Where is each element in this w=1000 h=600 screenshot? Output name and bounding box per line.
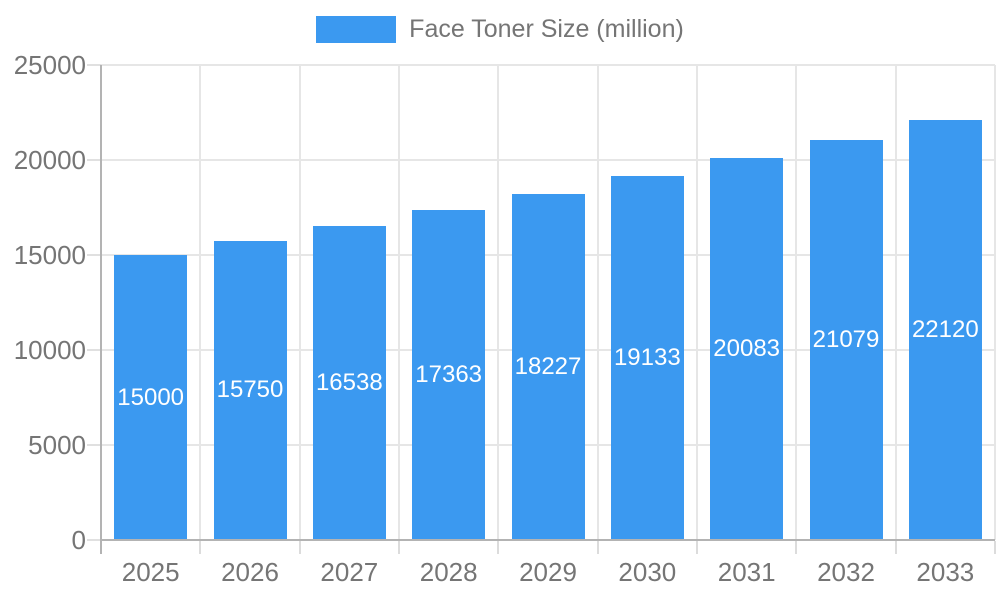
bar-value-label: 15000 [117,383,185,411]
gridline-vertical [497,65,500,540]
x-axis-category-label: 2025 [121,557,180,587]
gridline-vertical [795,65,798,540]
bar-value-label: 15750 [216,376,284,404]
y-axis-tick-label: 0 [71,525,86,555]
bar: 15000 [114,255,188,540]
gridline-vertical [398,65,400,540]
x-axis-tick [696,541,698,554]
y-axis-tick-label: 5000 [28,430,86,460]
x-axis-tick [398,541,400,554]
y-axis-tick [87,539,101,541]
x-axis-tick [894,541,897,554]
bar: 19133 [610,176,684,540]
bar-value-label: 16538 [315,368,383,396]
y-axis-tick [87,159,101,161]
y-axis-tick-label: 25000 [13,50,86,80]
gridline-vertical [994,65,996,540]
bar: 16538 [312,225,386,540]
y-axis-tick-label: 20000 [13,145,86,175]
x-axis-category-label: 2029 [519,557,577,587]
bar-value-label: 20083 [713,335,781,363]
bar-value-label: 21079 [812,325,880,353]
y-axis-tick [87,254,101,256]
gridline-horizontal [101,64,995,66]
x-axis-category-label: 2026 [221,557,279,587]
x-axis-tick [298,541,301,554]
bar: 17363 [412,210,486,540]
y-axis-tick [87,444,101,446]
x-axis-tick [497,541,500,554]
bar-value-label: 18227 [514,352,582,380]
gridline-vertical [894,65,897,540]
x-axis-category-label: 2031 [717,557,776,587]
x-axis-category-label: 2030 [618,557,677,587]
x-axis-tick [795,541,798,554]
legend-label: Face Toner Size (million) [409,15,684,43]
gridline-horizontal [101,159,995,161]
bar: 22120 [908,119,982,540]
x-axis-category-label: 2027 [320,557,379,587]
x-axis-tick [596,541,599,554]
bar: 18227 [511,193,585,540]
gridline-vertical [596,65,599,540]
bar-value-label: 22120 [911,315,979,343]
bar: 21079 [809,139,883,540]
y-axis-tick [87,349,101,351]
legend-item-face-toner[interactable]: Face Toner Size (million) [316,15,684,44]
bar: 20083 [710,158,784,540]
x-axis-category-label: 2032 [817,557,875,587]
x-axis-line [101,539,995,541]
legend-swatch-icon [316,16,397,43]
bar-value-label: 17363 [415,361,483,389]
y-axis-tick [87,64,101,66]
y-axis-tick-label: 10000 [13,335,86,365]
x-axis-category-label: 2028 [419,557,478,587]
bar: 15750 [213,240,287,540]
gridline-vertical [696,65,698,540]
y-axis-line [100,65,102,554]
gridline-vertical [199,65,202,540]
x-axis-category-label: 2033 [916,557,975,587]
bar-value-label: 19133 [613,344,681,372]
y-axis-tick-label: 15000 [13,240,86,270]
legend: Face Toner Size (million) [0,15,1000,44]
x-axis-tick [994,541,996,554]
x-axis-tick [199,541,202,554]
plot-area: 15000 15750 16538 17363 18227 19133 20083 21079… [101,64,996,540]
gridline-vertical [298,65,301,540]
